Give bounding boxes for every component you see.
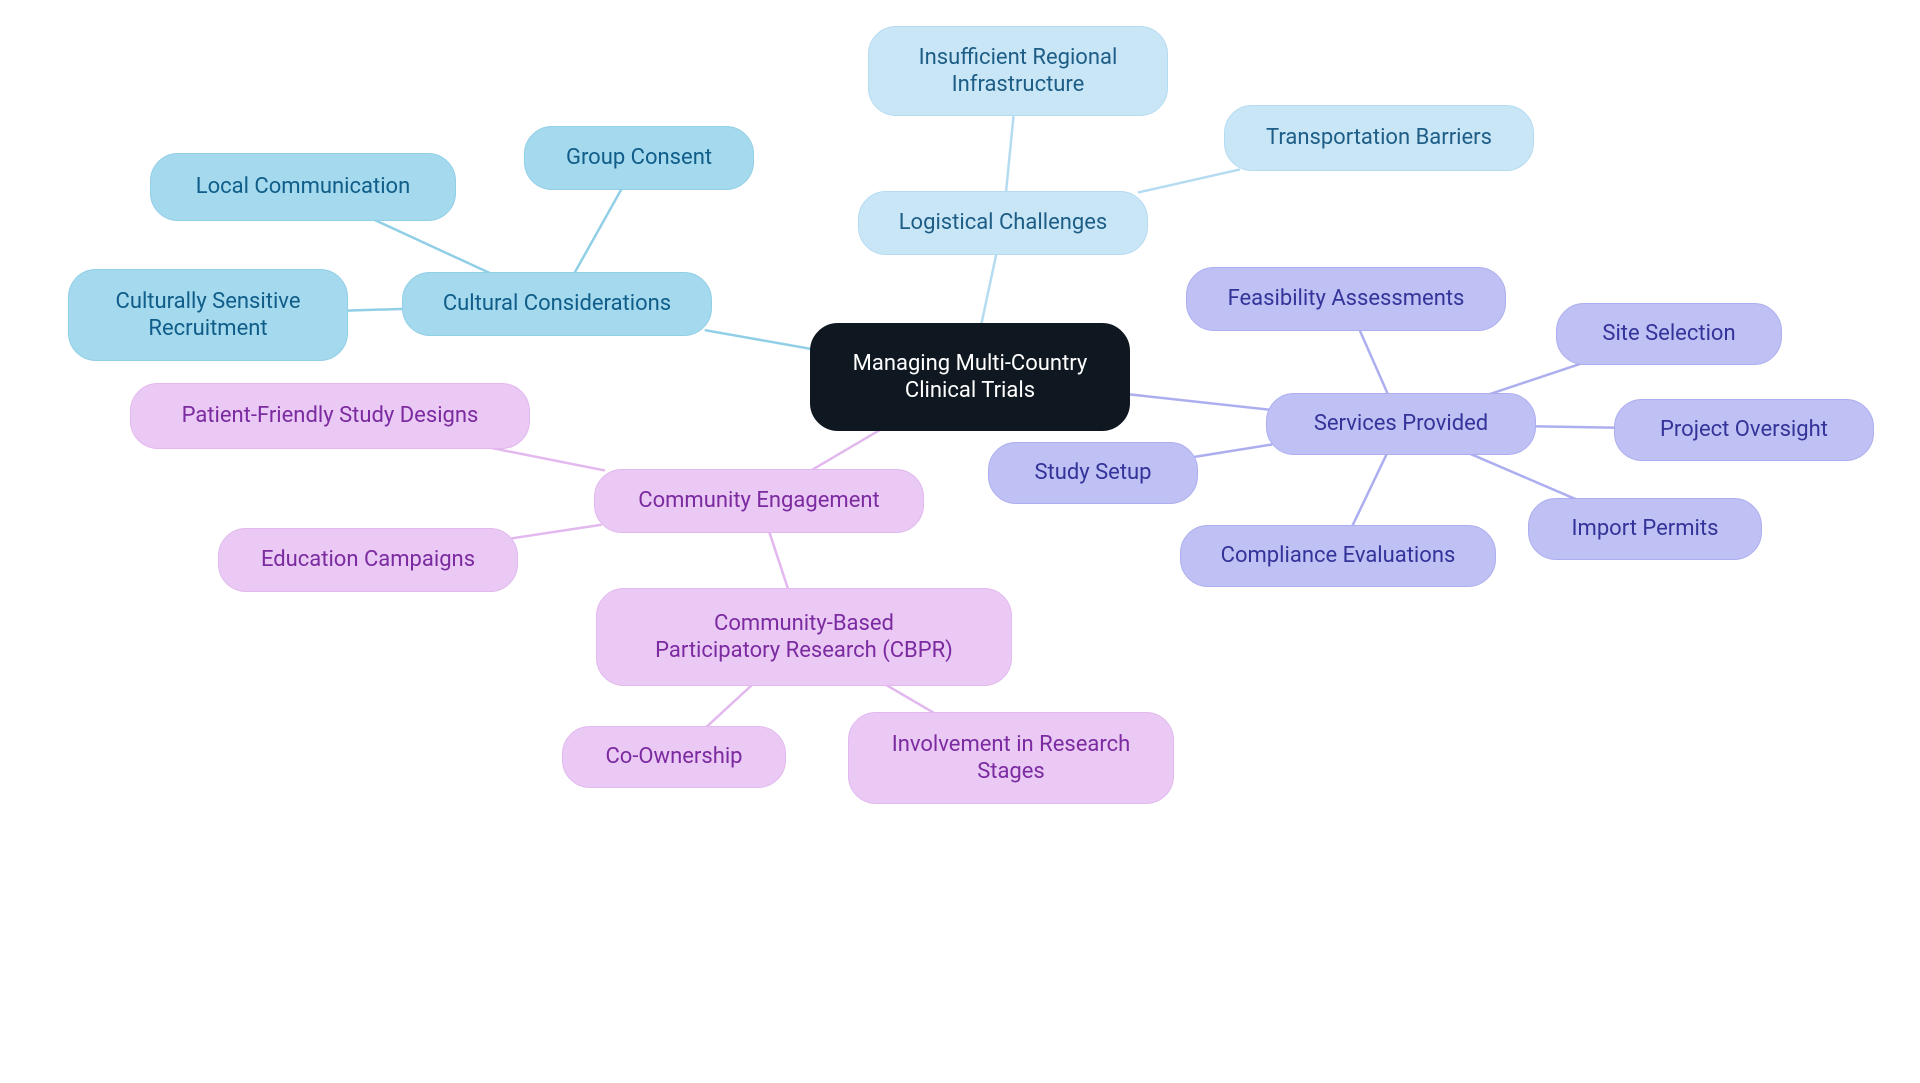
edge-services-siteselect	[1490, 364, 1581, 394]
edge-services-permits	[1470, 454, 1576, 499]
node-coown: Co-Ownership	[562, 726, 786, 788]
edge-cultural-groupconsent	[574, 189, 621, 274]
node-label-coown: Co-Ownership	[605, 743, 742, 771]
node-label-cultural: Cultural Considerations	[443, 290, 671, 318]
node-siteselect: Site Selection	[1556, 303, 1782, 365]
node-groupconsent: Group Consent	[524, 126, 754, 190]
node-label-permits: Import Permits	[1572, 515, 1719, 543]
edge-logistical-infra	[1006, 114, 1014, 192]
node-cbpr: Community-Based Participatory Research (…	[596, 588, 1012, 686]
node-label-transport: Transportation Barriers	[1266, 124, 1492, 152]
node-involvement: Involvement in Research Stages	[848, 712, 1174, 804]
node-label-root: Managing Multi-Country Clinical Trials	[853, 350, 1088, 405]
node-label-cbpr: Community-Based Participatory Research (…	[655, 610, 953, 665]
node-label-localcomm: Local Communication	[196, 173, 411, 201]
node-label-involvement: Involvement in Research Stages	[892, 731, 1131, 786]
node-label-siteselect: Site Selection	[1602, 320, 1735, 348]
node-label-feasibility: Feasibility Assessments	[1228, 285, 1465, 313]
node-oversight: Project Oversight	[1614, 399, 1874, 461]
edge-logistical-transport	[1139, 170, 1239, 193]
node-permits: Import Permits	[1528, 498, 1762, 560]
node-label-infra: Insufficient Regional Infrastructure	[919, 44, 1118, 99]
node-services: Services Provided	[1266, 393, 1536, 455]
node-label-groupconsent: Group Consent	[566, 144, 712, 172]
mindmap-canvas: Managing Multi-Country Clinical Trials Lo…	[0, 0, 1920, 1083]
node-community: Community Engagement	[594, 469, 924, 533]
edge-root-cultural	[706, 330, 817, 350]
edge-community-cbpr	[769, 532, 788, 590]
edge-cultural-sensrecruit	[342, 309, 408, 311]
node-patientdesign: Patient-Friendly Study Designs	[130, 383, 530, 449]
node-feasibility: Feasibility Assessments	[1186, 267, 1506, 331]
node-label-patientdesign: Patient-Friendly Study Designs	[182, 402, 479, 430]
node-label-compliance: Compliance Evaluations	[1221, 542, 1456, 570]
node-label-studysetup: Study Setup	[1034, 459, 1151, 487]
node-transport: Transportation Barriers	[1224, 105, 1534, 171]
edge-services-oversight	[1531, 426, 1620, 428]
edge-cbpr-coown	[706, 684, 753, 727]
node-label-logistical: Logistical Challenges	[899, 209, 1108, 237]
node-cultural: Cultural Considerations	[402, 272, 712, 336]
edge-community-patientdesign	[490, 448, 604, 471]
edge-services-compliance	[1352, 454, 1387, 526]
node-label-community: Community Engagement	[638, 487, 879, 515]
node-label-education: Education Campaigns	[261, 546, 475, 574]
edge-root-logistical	[981, 254, 996, 326]
edge-services-studysetup	[1194, 445, 1272, 457]
node-localcomm: Local Communication	[150, 153, 456, 221]
edge-cbpr-involvement	[885, 684, 936, 714]
edge-cultural-localcomm	[374, 220, 490, 274]
edge-root-community	[811, 429, 882, 471]
node-studysetup: Study Setup	[988, 442, 1198, 504]
node-compliance: Compliance Evaluations	[1180, 525, 1496, 587]
node-education: Education Campaigns	[218, 528, 518, 592]
node-root: Managing Multi-Country Clinical Trials	[810, 323, 1130, 431]
node-label-services: Services Provided	[1314, 410, 1488, 438]
node-infra: Insufficient Regional Infrastructure	[868, 26, 1168, 116]
node-logistical: Logistical Challenges	[858, 191, 1148, 255]
node-sensrecruit: Culturally Sensitive Recruitment	[68, 269, 348, 361]
edge-services-feasibility	[1360, 330, 1388, 395]
node-label-oversight: Project Oversight	[1660, 416, 1828, 444]
edge-community-education	[512, 525, 601, 538]
edge-root-services	[1124, 394, 1272, 410]
node-label-sensrecruit: Culturally Sensitive Recruitment	[116, 288, 301, 343]
